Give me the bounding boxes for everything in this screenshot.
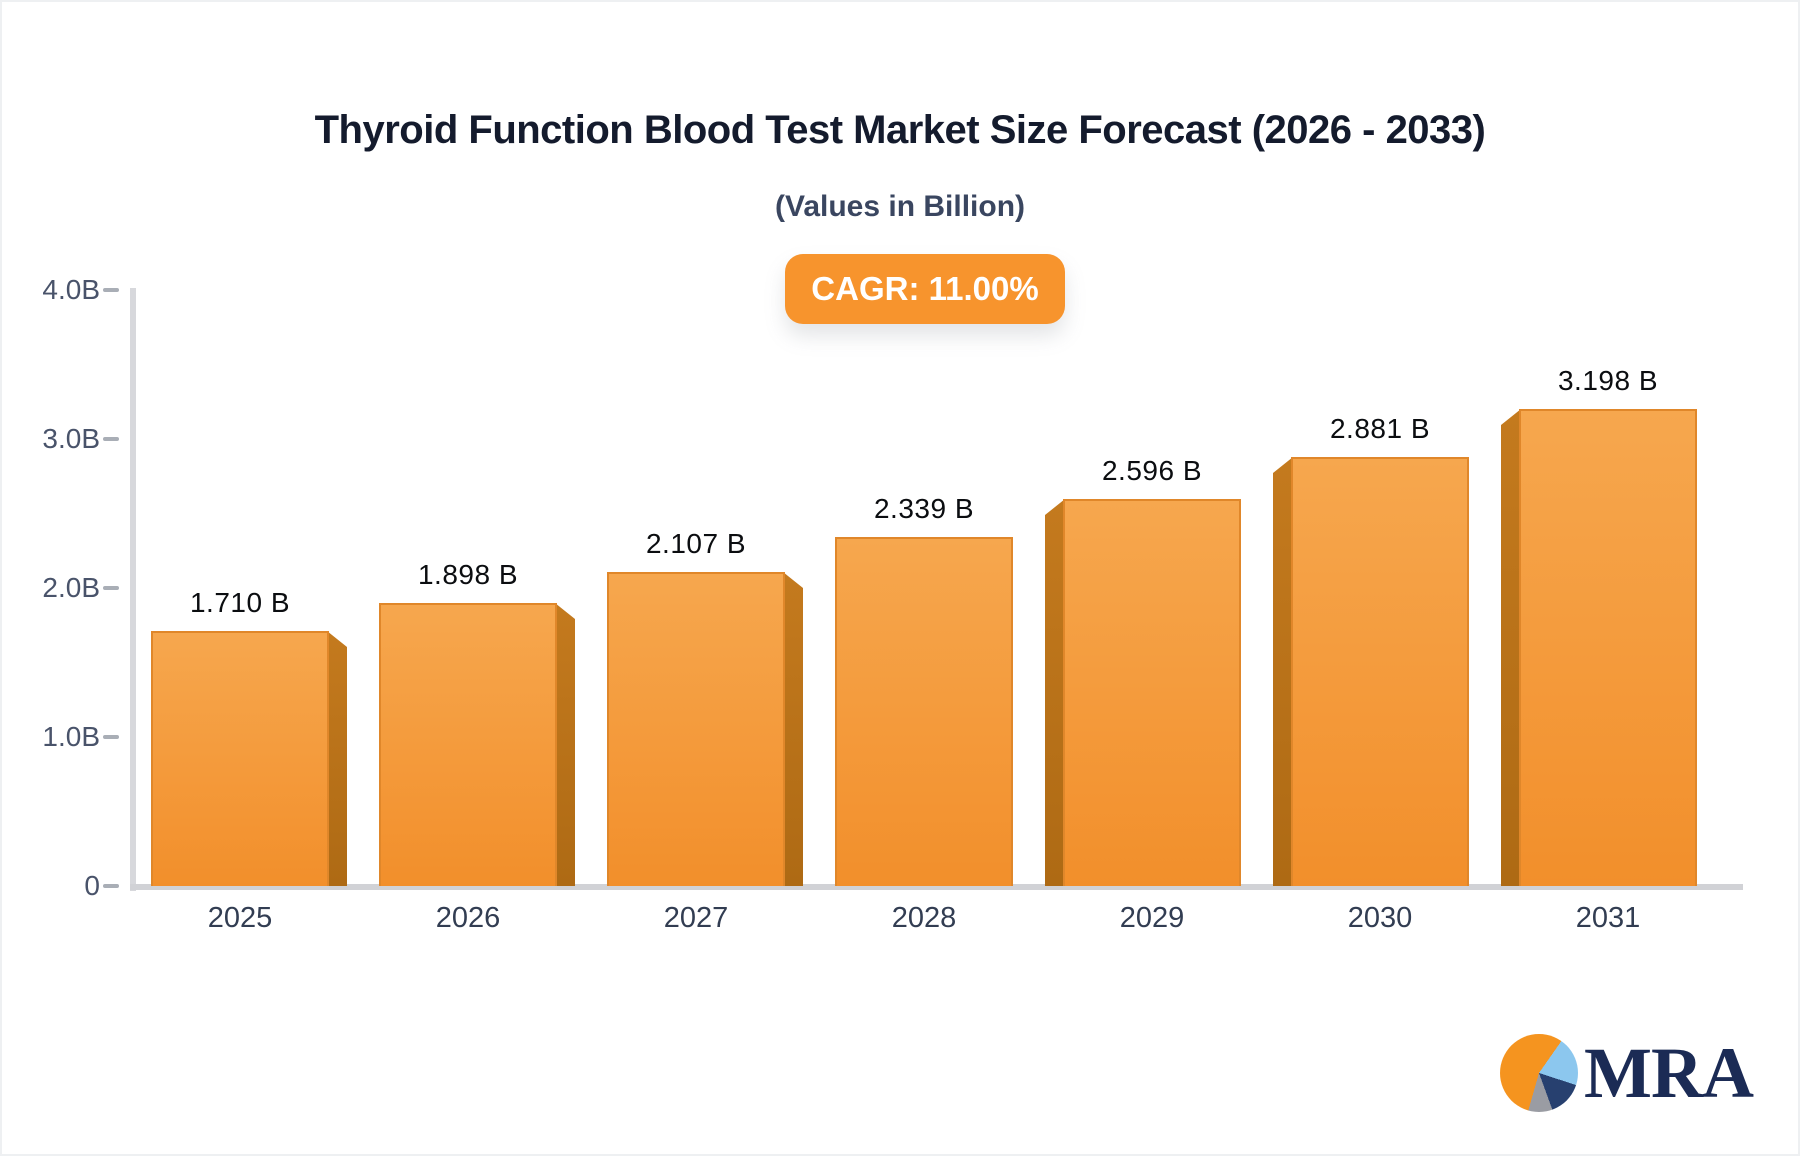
bar-value-label: 2.339 B bbox=[873, 493, 975, 524]
bar-value-label: 2.107 B bbox=[645, 528, 747, 559]
chart-title: Thyroid Function Blood Test Market Size … bbox=[314, 108, 1486, 152]
x-axis-category-label: 2025 bbox=[207, 902, 273, 934]
brand-logo: MRA bbox=[1500, 1033, 1754, 1113]
bar-2030 bbox=[1291, 457, 1469, 886]
y-axis-tick-mark bbox=[103, 735, 119, 739]
x-axis-category-label: 2026 bbox=[435, 902, 501, 934]
pie-chart-logo-icon bbox=[1500, 1034, 1578, 1112]
bar-3d-side bbox=[1045, 499, 1065, 886]
y-axis-tick-mark bbox=[103, 288, 119, 292]
bar-2031 bbox=[1519, 409, 1697, 886]
bar-value-label: 3.198 B bbox=[1557, 365, 1659, 396]
bar-3d-side bbox=[327, 631, 347, 886]
bar-value-label: 2.596 B bbox=[1101, 455, 1203, 486]
bar-value-label: 1.898 B bbox=[417, 559, 519, 590]
y-axis-tick-mark bbox=[103, 884, 119, 888]
bar-2025 bbox=[151, 631, 329, 886]
y-axis-tick-label: 2.0B bbox=[42, 572, 100, 603]
x-axis-category-label: 2031 bbox=[1575, 902, 1641, 934]
y-axis-tick-label: 1.0B bbox=[42, 721, 100, 752]
bar-3d-side bbox=[555, 603, 575, 886]
bar-2027 bbox=[607, 572, 785, 886]
brand-logo-text: MRA bbox=[1584, 1033, 1754, 1113]
bar-2028 bbox=[835, 537, 1013, 886]
x-axis-category-label: 2029 bbox=[1119, 902, 1185, 934]
x-axis-category-label: 2027 bbox=[663, 902, 729, 934]
bar-3d-side bbox=[1501, 409, 1521, 886]
x-axis-category-label: 2028 bbox=[891, 902, 957, 934]
bar-value-label: 1.710 B bbox=[189, 587, 291, 618]
y-axis-line bbox=[130, 288, 136, 891]
x-axis-category-label: 2030 bbox=[1347, 902, 1413, 934]
y-axis-tick-label: 3.0B bbox=[42, 423, 100, 454]
bar-2026 bbox=[379, 603, 557, 886]
bar-3d-side bbox=[1273, 457, 1293, 886]
cagr-badge: CAGR: 11.00% bbox=[785, 254, 1065, 324]
bar-value-label: 2.881 B bbox=[1329, 413, 1431, 444]
y-axis-tick-mark bbox=[103, 586, 119, 590]
bar-2029 bbox=[1063, 499, 1241, 886]
y-axis-tick-mark bbox=[103, 437, 119, 441]
x-axis-baseline bbox=[130, 884, 1743, 890]
chart-subtitle: (Values in Billion) bbox=[774, 190, 1026, 223]
y-axis-tick-label: 0 bbox=[84, 870, 100, 901]
bar-3d-side bbox=[783, 572, 803, 886]
y-axis-tick-label: 4.0B bbox=[42, 274, 100, 305]
